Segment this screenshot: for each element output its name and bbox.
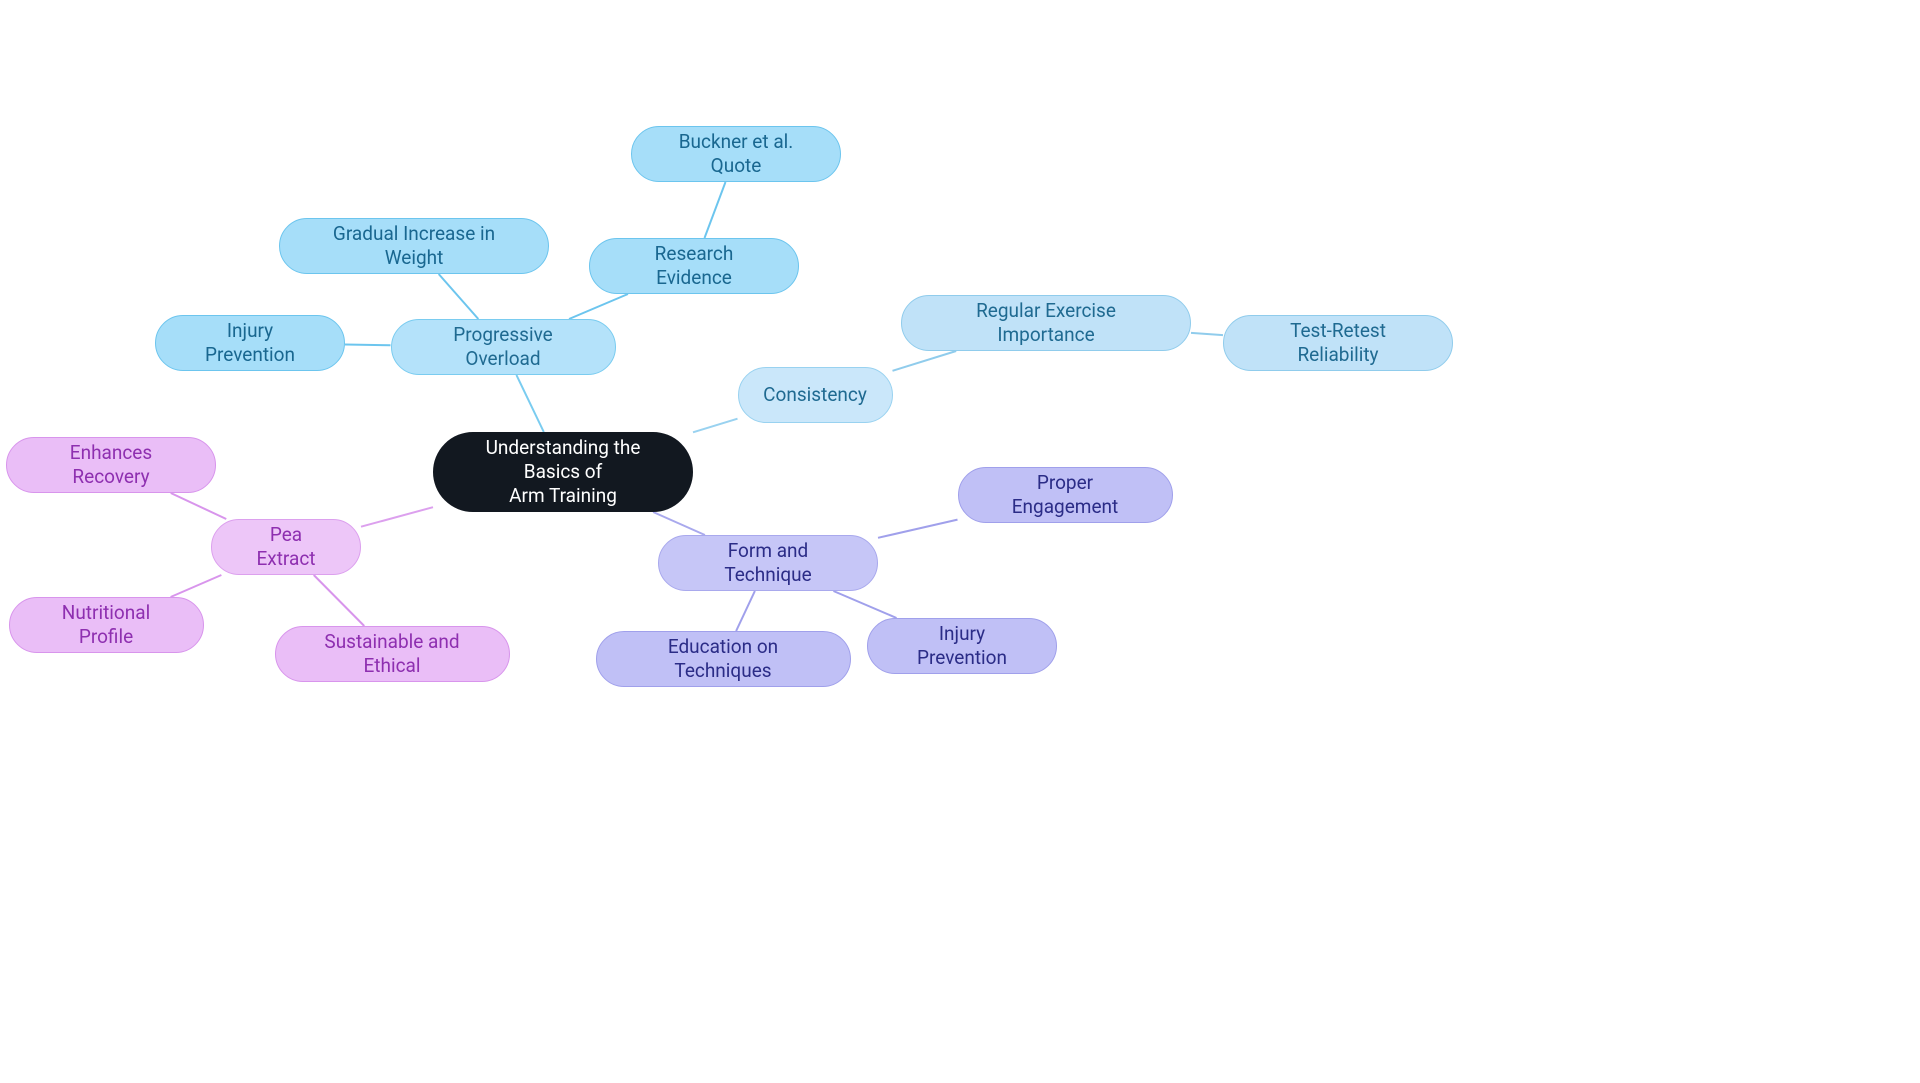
- node-label: Injury Prevention: [896, 622, 1028, 670]
- node-pea: Pea Extract: [211, 519, 361, 575]
- node-label: Nutritional Profile: [38, 601, 175, 649]
- node-label: Buckner et al. Quote: [660, 130, 812, 178]
- node-label: Enhances Recovery: [35, 441, 187, 489]
- edge: [693, 419, 738, 433]
- node-injury1: Injury Prevention: [155, 315, 345, 371]
- edge: [893, 351, 957, 371]
- node-education: Education on Techniques: [596, 631, 851, 687]
- edge: [314, 575, 365, 626]
- node-label: Research Evidence: [618, 242, 770, 290]
- node-consistency: Consistency: [738, 367, 893, 423]
- node-label: Progressive Overload: [420, 323, 587, 371]
- node-label: Understanding the Basics of Arm Training: [462, 436, 664, 507]
- edge: [736, 591, 755, 631]
- edge: [345, 345, 391, 346]
- edge: [878, 520, 958, 538]
- node-label: Injury Prevention: [184, 319, 316, 367]
- node-nutritional: Nutritional Profile: [9, 597, 204, 653]
- node-label: Gradual Increase in Weight: [308, 222, 520, 270]
- node-label: Proper Engagement: [987, 471, 1144, 519]
- edge: [171, 493, 226, 519]
- node-label: Pea Extract: [240, 523, 332, 571]
- node-proper: Proper Engagement: [958, 467, 1173, 523]
- edge: [653, 512, 705, 535]
- node-injury2: Injury Prevention: [867, 618, 1057, 674]
- node-buckner: Buckner et al. Quote: [631, 126, 841, 182]
- edge: [361, 507, 433, 526]
- node-label: Education on Techniques: [625, 635, 822, 683]
- node-label: Form and Technique: [687, 539, 849, 587]
- edge: [569, 294, 628, 319]
- edge: [1191, 333, 1223, 335]
- node-progressive: Progressive Overload: [391, 319, 616, 375]
- node-label: Regular Exercise Importance: [930, 299, 1162, 347]
- node-form: Form and Technique: [658, 535, 878, 591]
- node-gradual: Gradual Increase in Weight: [279, 218, 549, 274]
- node-recovery: Enhances Recovery: [6, 437, 216, 493]
- edge: [516, 375, 543, 432]
- node-testretest: Test-Retest Reliability: [1223, 315, 1453, 371]
- mindmap-canvas: Understanding the Basics of Arm Training…: [0, 0, 1920, 1083]
- node-label: Sustainable and Ethical: [304, 630, 481, 678]
- node-sustainable: Sustainable and Ethical: [275, 626, 510, 682]
- node-research: Research Evidence: [589, 238, 799, 294]
- node-root: Understanding the Basics of Arm Training: [433, 432, 693, 512]
- node-regular: Regular Exercise Importance: [901, 295, 1191, 351]
- edge: [705, 182, 726, 238]
- edge: [171, 575, 222, 597]
- node-label: Consistency: [763, 383, 867, 407]
- edge: [833, 591, 896, 618]
- node-label: Test-Retest Reliability: [1252, 319, 1424, 367]
- edge: [439, 274, 479, 319]
